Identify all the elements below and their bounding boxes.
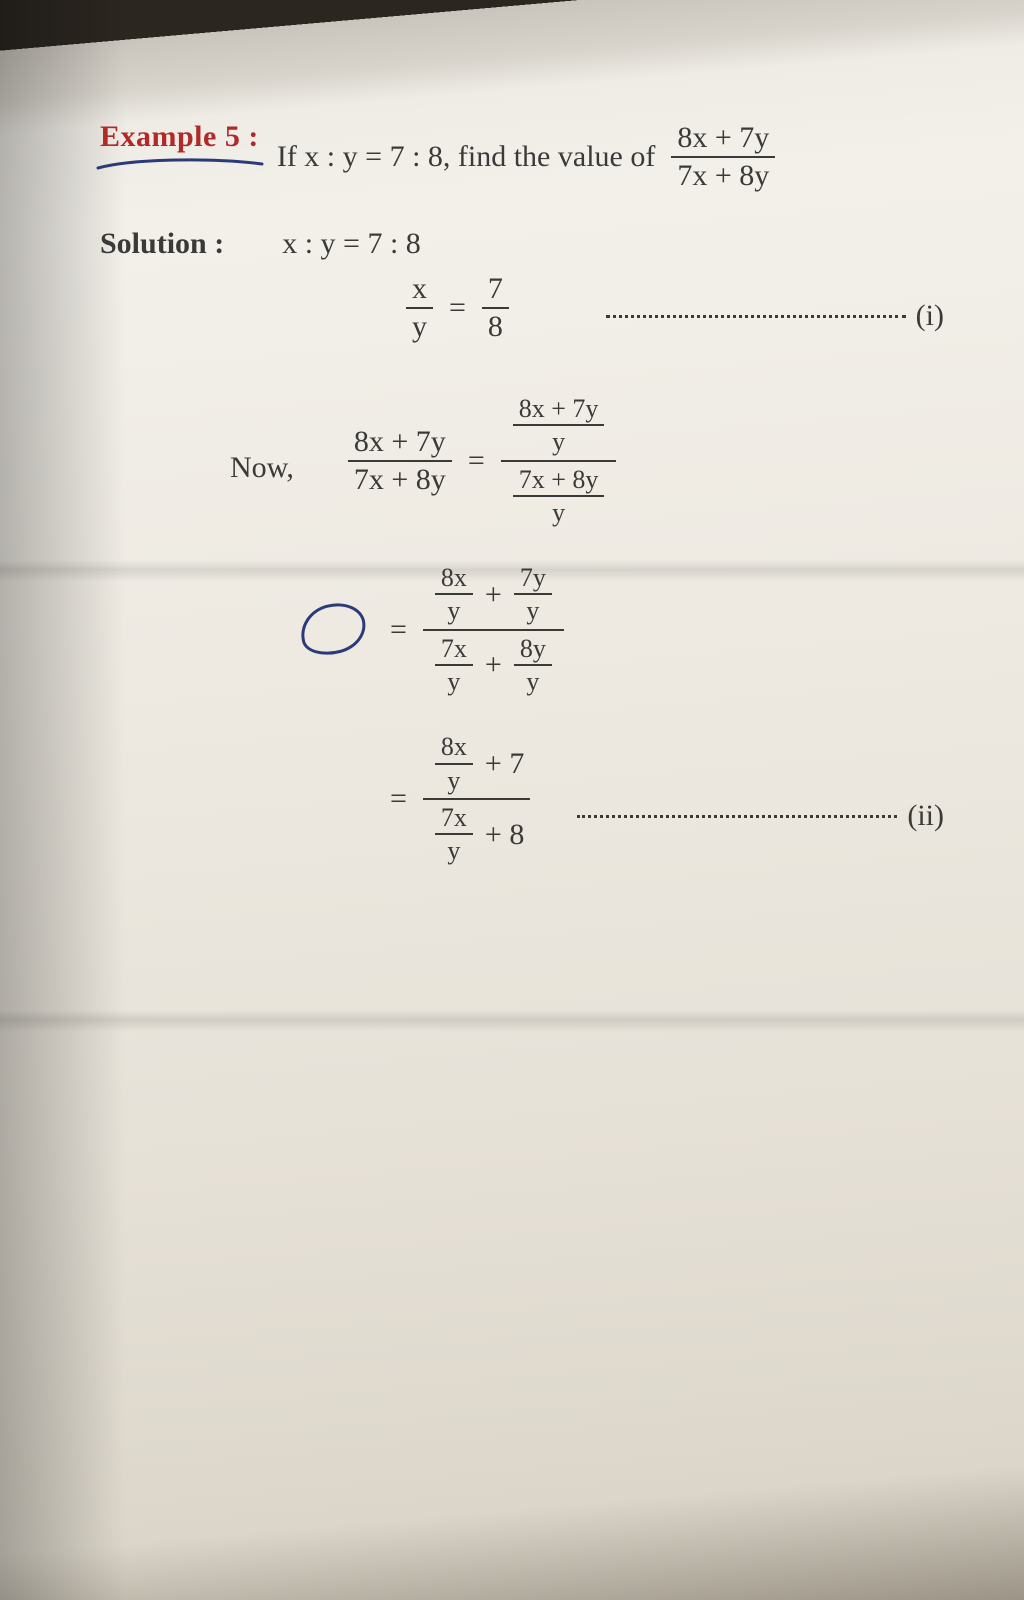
prompt-text: If x : y = 7 : 8, find the value of <box>277 140 656 174</box>
dotted-leader <box>577 815 897 818</box>
example-row: Example 5 : If x : y = 7 : 8, find the v… <box>100 120 954 193</box>
example-label: Example 5 : <box>100 120 259 154</box>
equals-sign: = <box>390 782 407 816</box>
dotted-leader <box>606 315 906 318</box>
marker-ii-group: (ii) <box>577 799 944 833</box>
prompt-frac-den: 7x + 8y <box>671 158 775 194</box>
step4-bigfrac: 8x y + 7 7x y + 8 <box>423 729 530 868</box>
page-content: Example 5 : If x : y = 7 : 8, find the v… <box>100 120 954 869</box>
marker-i-group: (i) <box>606 299 944 333</box>
example-label-text: Example 5 : <box>100 120 259 153</box>
step-2-math: 8x + 7y 7x + 8y = 8x + 7y y 7x + 8y <box>342 391 623 530</box>
step-4-wrapper: = 8x y + 7 7x y + 8 <box>100 729 954 868</box>
example-prompt: If x : y = 7 : 8, find the value of 8x +… <box>277 120 781 193</box>
now-label: Now, <box>230 451 294 485</box>
step2-rhs-bottom: 7x + 8y y <box>501 462 617 531</box>
step-1-row: x y = 7 8 (i) <box>100 271 954 371</box>
equals-sign: = <box>468 444 485 478</box>
solution-row: Solution : x : y = 7 : 8 <box>100 227 954 261</box>
step-2-row: Now, 8x + 7y 7x + 8y = 8x + 7y y <box>100 391 954 530</box>
equals-sign: = <box>390 613 407 647</box>
solution-given: x : y = 7 : 8 <box>282 227 421 261</box>
frac-x-over-y: x y <box>406 271 433 344</box>
prompt-fraction: 8x + 7y 7x + 8y <box>671 120 775 193</box>
step-3-row: = 8x y + 7y y 7x y <box>380 560 954 699</box>
marker-ii: (ii) <box>907 799 944 833</box>
step3-bigfrac: 8x y + 7y y 7x y + <box>423 560 564 699</box>
step2-rhs-top: 8x + 7y y <box>501 391 617 460</box>
prompt-frac-num: 8x + 7y <box>671 120 775 156</box>
solution-label: Solution : <box>100 227 224 261</box>
marker-i: (i) <box>916 299 944 333</box>
pen-underline <box>96 154 266 180</box>
step2-rhs-bigfrac: 8x + 7y y 7x + 8y y <box>501 391 617 530</box>
step2-lhs: 8x + 7y 7x + 8y <box>348 424 452 497</box>
frac-7-over-8: 7 8 <box>482 271 509 344</box>
pen-circle-annotation <box>295 597 371 661</box>
equals-sign: = <box>449 291 466 325</box>
